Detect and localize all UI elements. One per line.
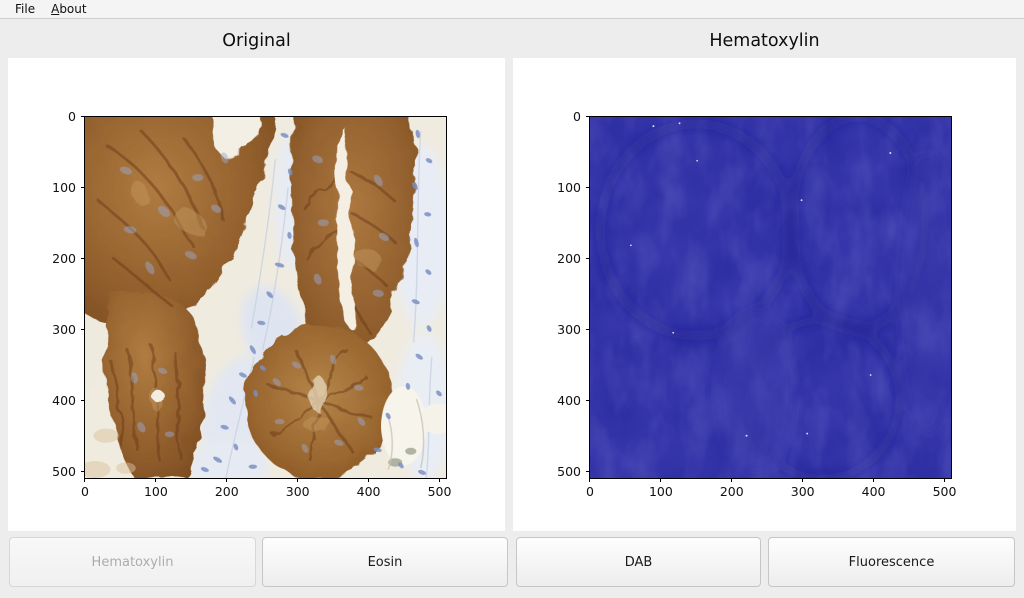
x-tick-label: 0 <box>586 484 594 499</box>
x-tick-label: 100 <box>648 484 673 499</box>
menu-about-rest: bout <box>59 1 87 16</box>
dab-button[interactable]: DAB <box>516 537 761 587</box>
y-tick-label: 300 <box>557 321 581 337</box>
x-tick-label: 300 <box>285 484 310 499</box>
x-tick-mark <box>943 478 945 482</box>
y-tick-label: 200 <box>52 250 76 266</box>
x-tick-mark <box>84 478 85 482</box>
x-tick-mark <box>659 478 661 482</box>
y-tick-label: 500 <box>52 463 76 479</box>
x-tick-mark <box>225 478 227 482</box>
x-tick-label: 0 <box>81 484 89 499</box>
menubar: File About <box>0 0 1024 19</box>
y-tick-mark <box>81 186 85 188</box>
x-tick-label: 200 <box>214 484 239 499</box>
x-tick-mark <box>438 478 440 482</box>
y-tick-mark <box>81 116 85 117</box>
hematoxylin-button: Hematoxylin <box>9 537 256 587</box>
y-tick-label: 0 <box>68 109 76 124</box>
x-tick-label: 500 <box>932 484 957 499</box>
x-tick-label: 400 <box>356 484 381 499</box>
y-tick-mark <box>81 257 85 259</box>
y-tick-mark <box>586 116 590 117</box>
menu-about[interactable]: About <box>44 0 94 19</box>
x-tick-mark <box>801 478 803 482</box>
y-tick-label: 400 <box>557 392 581 408</box>
x-tick-label: 200 <box>719 484 744 499</box>
y-tick-mark <box>586 470 590 472</box>
menu-file[interactable]: File <box>15 1 36 16</box>
eosin-button[interactable]: Eosin <box>262 537 508 587</box>
x-tick-mark <box>872 478 874 482</box>
original-panel: 0 100 200 300 400 500 0 100 200 300 400 500 <box>8 58 505 531</box>
x-tick-mark <box>367 478 369 482</box>
y-tick-mark <box>586 328 590 330</box>
y-tick-mark <box>81 399 85 401</box>
panel-title-hematoxylin: Hematoxylin <box>709 31 820 51</box>
y-tick-label: 200 <box>557 250 581 266</box>
y-tick-label: 100 <box>52 179 76 195</box>
menu-about-accel: A <box>51 1 60 16</box>
hematoxylin-plot: 0 100 200 300 400 500 0 100 200 300 400 500 <box>557 109 956 499</box>
y-tick-mark <box>586 257 590 259</box>
original-ihc-image <box>85 117 446 478</box>
panel-title-original: Original <box>222 31 291 51</box>
y-tick-mark <box>81 328 85 330</box>
x-tick-mark <box>296 478 298 482</box>
y-tick-label: 100 <box>557 179 581 195</box>
x-tick-mark <box>154 478 156 482</box>
y-tick-label: 400 <box>52 392 76 408</box>
x-tick-mark <box>589 478 590 482</box>
y-tick-label: 0 <box>573 109 581 124</box>
fluorescence-button[interactable]: Fluorescence <box>768 537 1015 587</box>
x-tick-label: 300 <box>790 484 815 499</box>
y-tick-mark <box>586 186 590 188</box>
hematoxylin-channel-image <box>590 117 951 478</box>
x-tick-label: 400 <box>861 484 886 499</box>
hematoxylin-panel: 0 100 200 300 400 500 0 100 200 300 400 500 <box>513 58 1016 531</box>
y-tick-mark <box>586 399 590 401</box>
y-tick-label: 300 <box>52 321 76 337</box>
x-tick-label: 500 <box>427 484 452 499</box>
y-tick-label: 500 <box>557 463 581 479</box>
x-tick-label: 100 <box>143 484 168 499</box>
y-tick-mark <box>81 470 85 472</box>
x-tick-mark <box>730 478 732 482</box>
original-plot: 0 100 200 300 400 500 0 100 200 300 400 500 <box>52 109 451 499</box>
